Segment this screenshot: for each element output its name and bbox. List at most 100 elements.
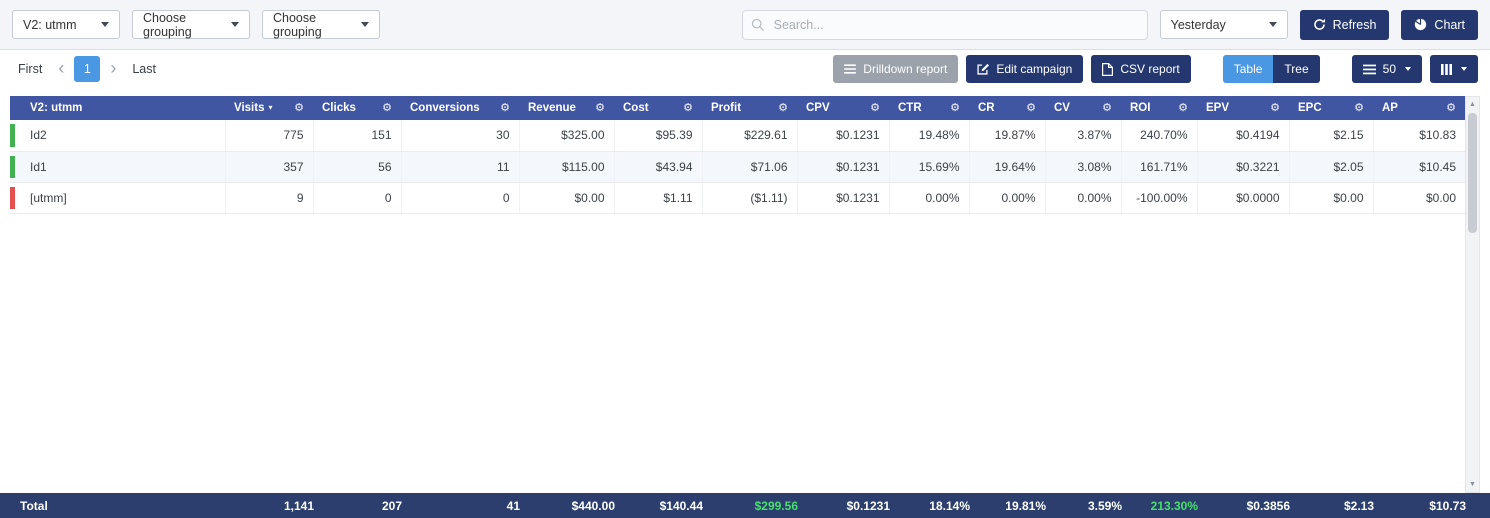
col-header-name[interactable]: V2: utmm: [10, 96, 225, 120]
cell-clicks: 151: [313, 120, 402, 152]
total-epv: $0.3856: [1246, 498, 1290, 513]
row-name: [utmm]: [30, 190, 67, 205]
cell-conversions: 30: [401, 120, 520, 152]
table-view-label: Table: [1233, 62, 1263, 76]
csv-report-button[interactable]: CSV report: [1091, 55, 1191, 83]
chevron-right-icon[interactable]: ›: [110, 58, 117, 78]
drilldown-report-button[interactable]: Drilldown report: [833, 55, 959, 83]
cell-visits: 357: [225, 151, 314, 183]
col-header-cpv[interactable]: CPV ⚙: [797, 96, 889, 120]
page-size-value: 50: [1382, 62, 1396, 76]
page-size-button[interactable]: 50: [1351, 55, 1422, 83]
cell-cpv: $0.1231: [797, 151, 890, 183]
grouping-select-1[interactable]: Choose grouping: [132, 10, 250, 39]
col-header-ctr[interactable]: CTR ⚙: [889, 96, 969, 120]
table-row[interactable]: Id2 775 151 30 $325.00 $95.39 $229.61 $0…: [10, 120, 1465, 152]
scroll-up-icon[interactable]: ▲: [1469, 101, 1476, 108]
edit-campaign-button[interactable]: Edit campaign: [966, 55, 1084, 83]
total-label: Total: [20, 498, 48, 513]
chart-button-label: Chart: [1434, 17, 1465, 32]
cell-name[interactable]: Id1: [10, 151, 226, 183]
cell-ap: $10.45: [1373, 151, 1465, 183]
cell-name[interactable]: Id2: [10, 120, 226, 152]
edit-campaign-label: Edit campaign: [996, 62, 1073, 76]
total-conversions: 41: [506, 498, 520, 513]
campaign-select-value: V2: utmm: [23, 17, 77, 32]
col-header-cost[interactable]: Cost ⚙: [614, 96, 702, 120]
cell-epv: $0.4194: [1197, 120, 1290, 152]
csv-report-label: CSV report: [1120, 62, 1180, 76]
col-header-epc[interactable]: EPC ⚙: [1289, 96, 1373, 120]
chevron-down-icon: [361, 22, 369, 27]
totals-row: Total 1,141 207 41 $440.00 $140.44 $299.…: [10, 493, 1475, 518]
total-epc: $2.13: [1343, 498, 1374, 513]
gear-icon[interactable]: ⚙: [595, 101, 605, 114]
cell-cv: 3.87%: [1045, 120, 1122, 152]
gear-icon[interactable]: ⚙: [1178, 101, 1188, 114]
gear-icon[interactable]: ⚙: [1354, 101, 1364, 114]
table-header-row: V2: utmm Visits ▾ ⚙ Clicks ⚙ Conversions ⚙ R…: [10, 96, 1465, 120]
refresh-button[interactable]: Refresh: [1299, 9, 1390, 40]
tree-view-label: Tree: [1284, 62, 1309, 76]
gear-icon[interactable]: ⚙: [778, 101, 788, 114]
total-cv: 3.59%: [1087, 498, 1122, 513]
pagination-last[interactable]: Last: [132, 62, 156, 76]
col-header-label: AP: [1382, 102, 1398, 114]
search-input[interactable]: [741, 9, 1148, 40]
chevron-down-icon: [101, 22, 109, 27]
scrollbar-thumb[interactable]: [1468, 113, 1477, 233]
table-row[interactable]: [utmm] 9 0 0 $0.00 $1.11 ($1.11) $0.1231…: [10, 182, 1465, 214]
campaign-select[interactable]: V2: utmm: [12, 10, 120, 39]
gear-icon[interactable]: ⚙: [1026, 101, 1036, 114]
gear-icon[interactable]: ⚙: [870, 101, 880, 114]
gear-icon[interactable]: ⚙: [1270, 101, 1280, 114]
gear-icon[interactable]: ⚙: [1446, 101, 1456, 114]
cell-name[interactable]: [utmm]: [10, 182, 226, 214]
col-header-ap[interactable]: AP ⚙: [1373, 96, 1465, 120]
col-header-epv[interactable]: EPV ⚙: [1197, 96, 1289, 120]
pagination-current-page[interactable]: 1: [74, 56, 101, 82]
cell-revenue: $325.00: [519, 120, 615, 152]
col-header-label: CTR: [898, 102, 922, 114]
top-toolbar: V2: utmm Choose grouping Choose grouping…: [0, 0, 1490, 50]
grouping-select-2[interactable]: Choose grouping: [262, 10, 380, 39]
scroll-down-icon[interactable]: ▼: [1469, 481, 1476, 488]
tree-view-button[interactable]: Tree: [1273, 55, 1320, 83]
col-header-roi[interactable]: ROI ⚙: [1121, 96, 1197, 120]
table-view-button[interactable]: Table: [1222, 55, 1274, 83]
col-header-clicks[interactable]: Clicks ⚙: [313, 96, 401, 120]
col-header-visits[interactable]: Visits ▾ ⚙: [225, 96, 313, 120]
col-header-cr[interactable]: CR ⚙: [969, 96, 1045, 120]
pagination-first[interactable]: First: [18, 62, 43, 76]
col-header-conversions[interactable]: Conversions ⚙: [401, 96, 519, 120]
gear-icon[interactable]: ⚙: [382, 101, 392, 114]
cell-ap: $10.83: [1373, 120, 1465, 152]
columns-icon: [1441, 63, 1452, 75]
pagination: First ‹ 1 › Last: [12, 56, 162, 82]
col-header-cv[interactable]: CV ⚙: [1045, 96, 1121, 120]
date-range-select[interactable]: Yesterday: [1159, 10, 1288, 39]
chevron-left-icon[interactable]: ‹: [58, 58, 65, 78]
menu-icon: [1362, 64, 1376, 75]
gear-icon[interactable]: ⚙: [500, 101, 510, 114]
cell-profit: ($1.11): [702, 182, 798, 214]
cell-revenue: $115.00: [519, 151, 615, 183]
vertical-scrollbar[interactable]: ▲ ▼: [1465, 96, 1480, 493]
col-header-profit[interactable]: Profit ⚙: [702, 96, 797, 120]
gear-icon[interactable]: ⚙: [1102, 101, 1112, 114]
scrollbar-track[interactable]: [1466, 233, 1479, 477]
chart-button[interactable]: Chart: [1401, 9, 1478, 40]
cell-conversions: 11: [401, 151, 520, 183]
col-header-label: V2: utmm: [30, 102, 83, 114]
total-ap: $10.73: [1429, 498, 1466, 513]
drilldown-report-label: Drilldown report: [863, 62, 948, 76]
col-header-revenue[interactable]: Revenue ⚙: [519, 96, 614, 120]
cell-epv: $0.3221: [1197, 151, 1290, 183]
totals-bar: Total 1,141 207 41 $440.00 $140.44 $299.…: [0, 493, 1490, 518]
col-header-label: Profit: [711, 102, 742, 114]
columns-button[interactable]: [1430, 55, 1478, 83]
gear-icon[interactable]: ⚙: [294, 101, 304, 114]
gear-icon[interactable]: ⚙: [683, 101, 693, 114]
gear-icon[interactable]: ⚙: [950, 101, 960, 114]
table-row[interactable]: Id1 357 56 11 $115.00 $43.94 $71.06 $0.1…: [10, 151, 1465, 183]
